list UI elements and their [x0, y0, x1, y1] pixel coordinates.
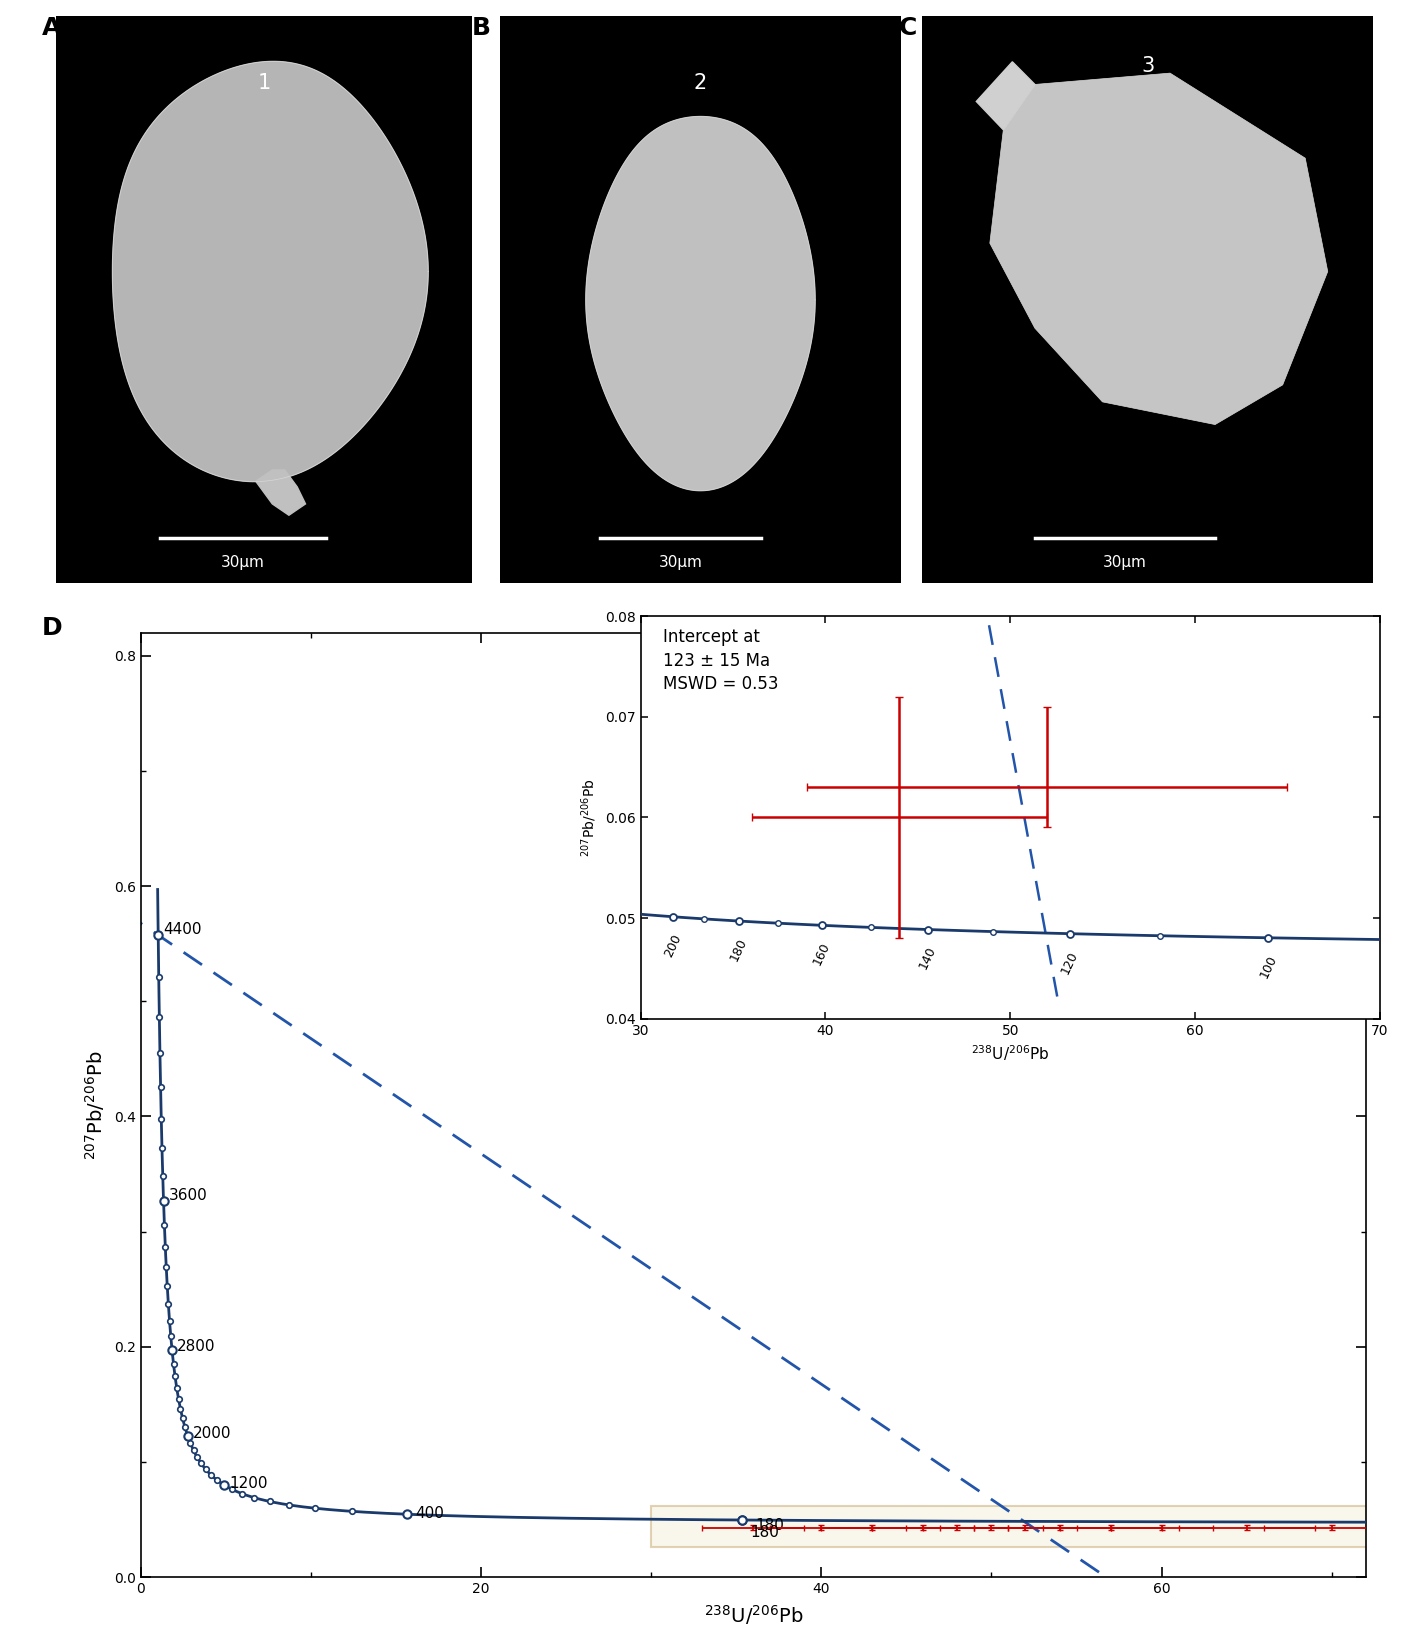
Polygon shape [113, 61, 428, 481]
Text: 100: 100 [1257, 953, 1280, 979]
Text: 2000: 2000 [193, 1426, 231, 1441]
Text: 200: 200 [662, 932, 684, 960]
Text: 140: 140 [917, 945, 939, 971]
Polygon shape [976, 62, 1035, 130]
Text: 3600: 3600 [169, 1188, 207, 1203]
Text: 2800: 2800 [177, 1339, 215, 1354]
Text: A: A [42, 16, 62, 41]
Text: 2: 2 [694, 72, 707, 94]
Text: 180: 180 [728, 937, 750, 963]
Text: Intercept at
123 ± 15 Ma
MSWD = 0.53: Intercept at 123 ± 15 Ma MSWD = 0.53 [663, 628, 779, 693]
Text: 30μm: 30μm [1102, 555, 1148, 570]
Text: 4400: 4400 [163, 922, 201, 937]
Text: 180: 180 [755, 1518, 784, 1533]
Text: 30μm: 30μm [221, 555, 265, 570]
X-axis label: $^{238}$U/$^{206}$Pb: $^{238}$U/$^{206}$Pb [972, 1043, 1049, 1063]
Text: D: D [42, 616, 63, 641]
Polygon shape [256, 470, 306, 516]
Text: C: C [898, 16, 917, 41]
Text: 120: 120 [1059, 948, 1081, 976]
Text: 160: 160 [811, 940, 832, 968]
Polygon shape [586, 117, 815, 491]
Text: 180: 180 [750, 1525, 779, 1539]
Text: 30μm: 30μm [659, 555, 703, 570]
Bar [650, 1507, 1383, 1548]
X-axis label: $^{238}$U/$^{206}$Pb: $^{238}$U/$^{206}$Pb [704, 1604, 803, 1627]
Text: 400: 400 [415, 1505, 444, 1520]
Polygon shape [990, 72, 1328, 424]
Text: 1: 1 [258, 72, 270, 94]
Text: 3: 3 [1140, 56, 1155, 76]
Text: 1200: 1200 [230, 1477, 268, 1492]
Y-axis label: $^{207}$Pb/$^{206}$Pb: $^{207}$Pb/$^{206}$Pb [83, 1050, 107, 1160]
Y-axis label: $^{207}$Pb/$^{206}$Pb: $^{207}$Pb/$^{206}$Pb [580, 779, 600, 856]
Text: B: B [472, 16, 490, 41]
